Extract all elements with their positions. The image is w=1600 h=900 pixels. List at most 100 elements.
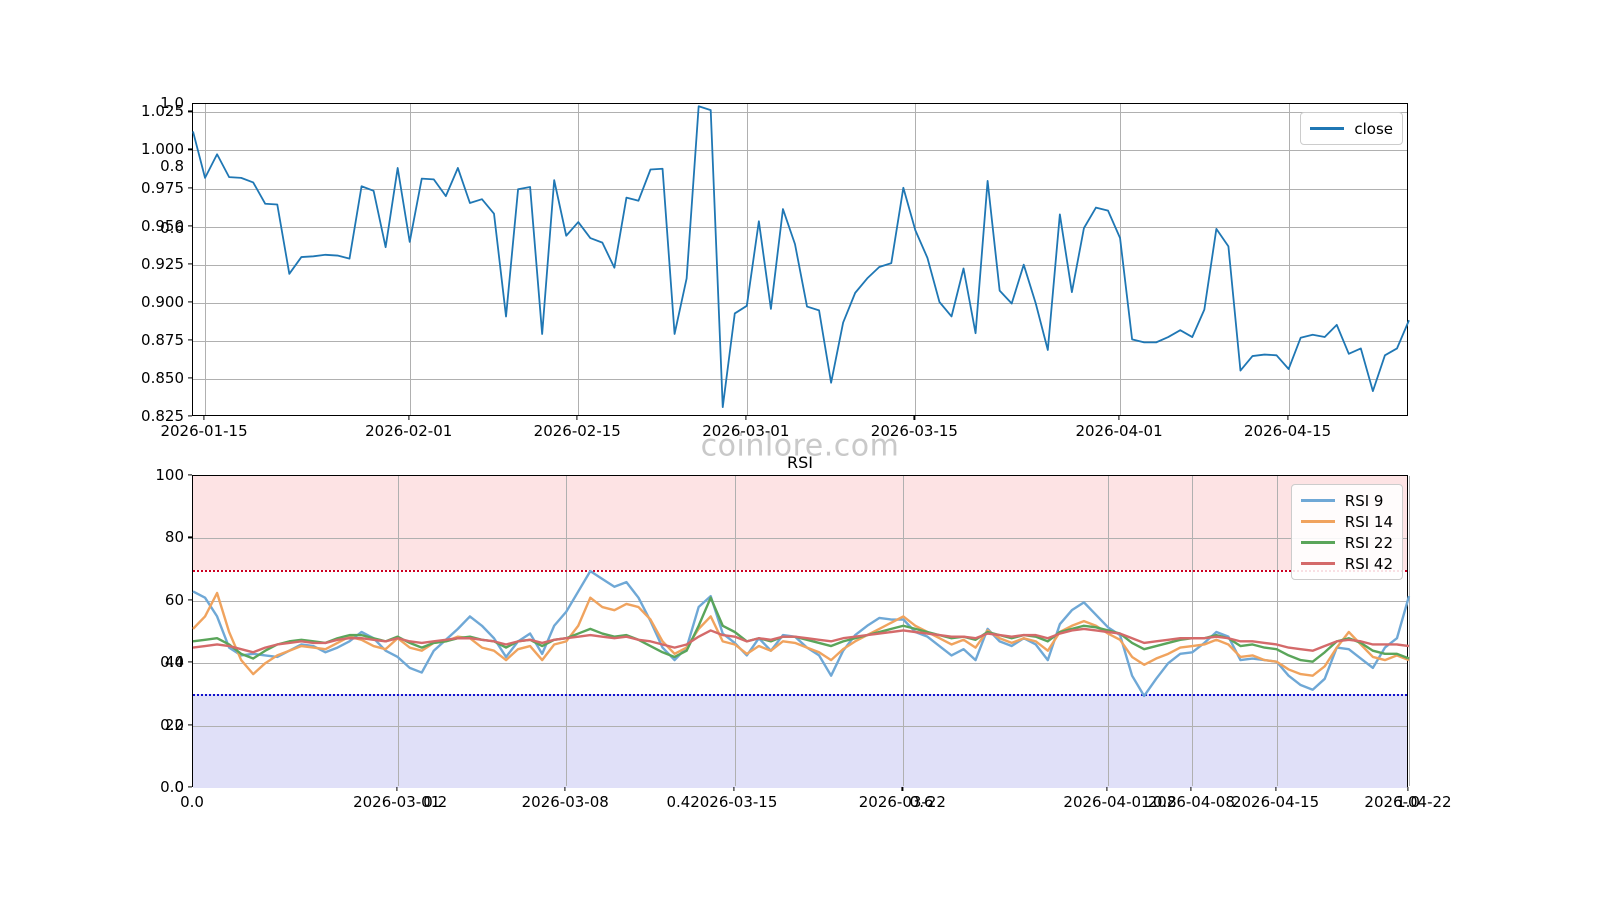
gridline-vertical: [566, 476, 568, 786]
gridline-horizontal: [193, 600, 1407, 602]
rsi-x-tick-mark: [733, 787, 735, 791]
legend-item-rsi-22[interactable]: RSI 22: [1300, 532, 1393, 553]
gridline-vertical: [746, 104, 748, 415]
legend-item-rsi-9[interactable]: RSI 9: [1300, 490, 1393, 511]
price-x-tick-label: 2026-02-01: [365, 422, 453, 440]
price-y-tick-label: 0.825: [141, 407, 184, 425]
rsi-line-rsi-42: [192, 627, 1410, 654]
rsi-x-tick-label: 2026-03-15: [690, 793, 778, 811]
gridline-horizontal: [193, 538, 1407, 540]
rsi-x-tick-mark: [564, 787, 566, 791]
rsi-line-rsi-9: [192, 569, 1411, 698]
rsi-y-tick-label: 100: [155, 466, 184, 484]
rsi-legend[interactable]: RSI 9 RSI 14 RSI 22 RSI 42: [1290, 484, 1403, 580]
rsi-y-tick-label-secondary: 0.2: [160, 715, 184, 734]
oversold-band: [193, 694, 1407, 788]
rsi-x-tick-label: 2026-03-01: [353, 793, 441, 811]
rsi-y-tick-mark: [188, 786, 192, 788]
gridline-vertical: [1120, 104, 1122, 415]
rsi-y-tick-mark: [188, 474, 192, 476]
rsi-y-tick-label: 20: [164, 715, 184, 734]
legend-item-rsi-42[interactable]: RSI 42: [1300, 553, 1393, 574]
price-y-tick-label-secondary: 0.6: [160, 219, 184, 238]
price-chart-axes: close: [192, 103, 1410, 416]
rsi-x-tick-mark: [1106, 787, 1108, 791]
price-y-tick-label: 1.000: [141, 140, 184, 159]
gridline-horizontal: [193, 340, 1407, 342]
rsi-y-tick-mark: [188, 599, 192, 601]
price-y-tick-mark: [188, 186, 192, 189]
gridline-vertical: [1288, 104, 1290, 415]
rsi-panel-title: RSI: [787, 453, 813, 472]
price-y-tick-label-secondary: 0.8: [160, 156, 184, 175]
price-x-tick-label: 2026-01-15: [160, 422, 248, 440]
rsi-line-rsi-22: [192, 596, 1410, 663]
rsi-x-tick-mark: [396, 787, 398, 791]
price-y-tick-label: 0.875: [141, 330, 184, 349]
price-y-tick-mark: [188, 377, 192, 379]
watermark-text: coinlore.com: [700, 428, 900, 464]
rsi-y-tick-label: 80: [164, 528, 184, 547]
legend-swatch-icon: [1300, 520, 1335, 523]
gridline-vertical: [409, 104, 411, 415]
rsi-line-rsi-14: [192, 591, 1410, 677]
price-y-tick-label: 0.850: [141, 368, 184, 387]
rsi-x-tick-label-secondary: 0.2: [423, 793, 448, 811]
rsi-y-tick-label: 40: [164, 653, 184, 672]
legend-item-close[interactable]: close: [1310, 118, 1393, 139]
legend-label: RSI 22: [1344, 533, 1393, 552]
price-y-tick-mark: [188, 148, 192, 151]
legend-swatch-icon: [1300, 499, 1335, 502]
rsi-x-tick-mark: [901, 787, 903, 791]
gridline-horizontal: [193, 112, 1407, 114]
price-x-tick-mark: [1287, 416, 1289, 420]
rsi-x-tick-label-secondary: 0.6: [909, 793, 934, 811]
price-x-tick-label: 2026-03-01: [702, 422, 790, 440]
price-y-tick-label: 0.950: [141, 216, 184, 235]
rsi-x-tick-mark: [1407, 787, 1409, 791]
price-x-tick-mark: [1118, 416, 1120, 420]
overbought-threshold-line: [193, 569, 1407, 572]
close-price-line: [192, 105, 1410, 409]
legend-swatch-icon: [1300, 562, 1335, 565]
legend-label: RSI 14: [1344, 512, 1393, 531]
rsi-x-tick-label-secondary: 0.4: [666, 793, 691, 811]
rsi-y-tick-mark: [188, 724, 192, 726]
gridline-horizontal: [193, 150, 1407, 152]
rsi-x-tick-label-secondary: 0.0: [180, 793, 204, 811]
rsi-x-tick-label: 2026-04-01: [1063, 793, 1151, 811]
gridline-horizontal: [193, 264, 1407, 266]
gridline-vertical: [578, 104, 580, 415]
legend-item-rsi-14[interactable]: RSI 14: [1300, 511, 1393, 532]
gridline-vertical: [1192, 476, 1194, 786]
price-y-tick-label: 0.925: [141, 254, 184, 273]
rsi-x-tick-mark: [1190, 787, 1192, 791]
rsi-y-tick-label: 60: [164, 590, 184, 609]
rsi-line-plot: [192, 569, 1411, 698]
price-x-tick-mark: [576, 416, 578, 420]
overbought-band: [193, 476, 1407, 570]
rsi-y-tick-label-secondary: 0.0: [160, 778, 184, 796]
legend-swatch-icon: [1300, 541, 1335, 544]
gridline-vertical: [915, 104, 917, 415]
price-y-tick-label: 0.975: [141, 178, 184, 197]
price-y-tick-mark: [188, 301, 192, 303]
gridline-vertical: [397, 476, 399, 786]
oversold-threshold-line: [193, 694, 1407, 697]
price-y-tick-mark: [188, 415, 192, 417]
rsi-y-tick-label-secondary: 0.4: [160, 653, 184, 672]
price-x-tick-mark: [913, 416, 915, 420]
price-legend[interactable]: close: [1300, 112, 1403, 145]
gridline-horizontal: [193, 188, 1407, 190]
rsi-y-tick-mark: [188, 661, 192, 663]
price-x-tick-label: 2026-02-15: [533, 422, 621, 440]
price-y-tick-mark: [188, 225, 192, 227]
price-x-tick-label: 2026-04-01: [1075, 422, 1163, 440]
legend-label: RSI 42: [1344, 554, 1393, 573]
rsi-x-tick-label-secondary: 1.0: [1396, 793, 1420, 811]
legend-label: RSI 9: [1344, 491, 1384, 510]
gridline-vertical: [1276, 476, 1278, 786]
rsi-x-tick-label: 2026-04-08: [1147, 793, 1235, 811]
legend-label: close: [1354, 119, 1393, 138]
gridline-horizontal: [193, 663, 1407, 665]
